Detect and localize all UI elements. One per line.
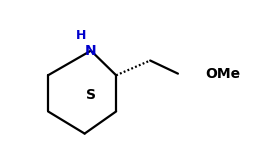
Text: OMe: OMe xyxy=(205,67,240,81)
Text: N: N xyxy=(85,44,96,58)
Text: S: S xyxy=(86,88,96,102)
Text: H: H xyxy=(75,29,86,42)
